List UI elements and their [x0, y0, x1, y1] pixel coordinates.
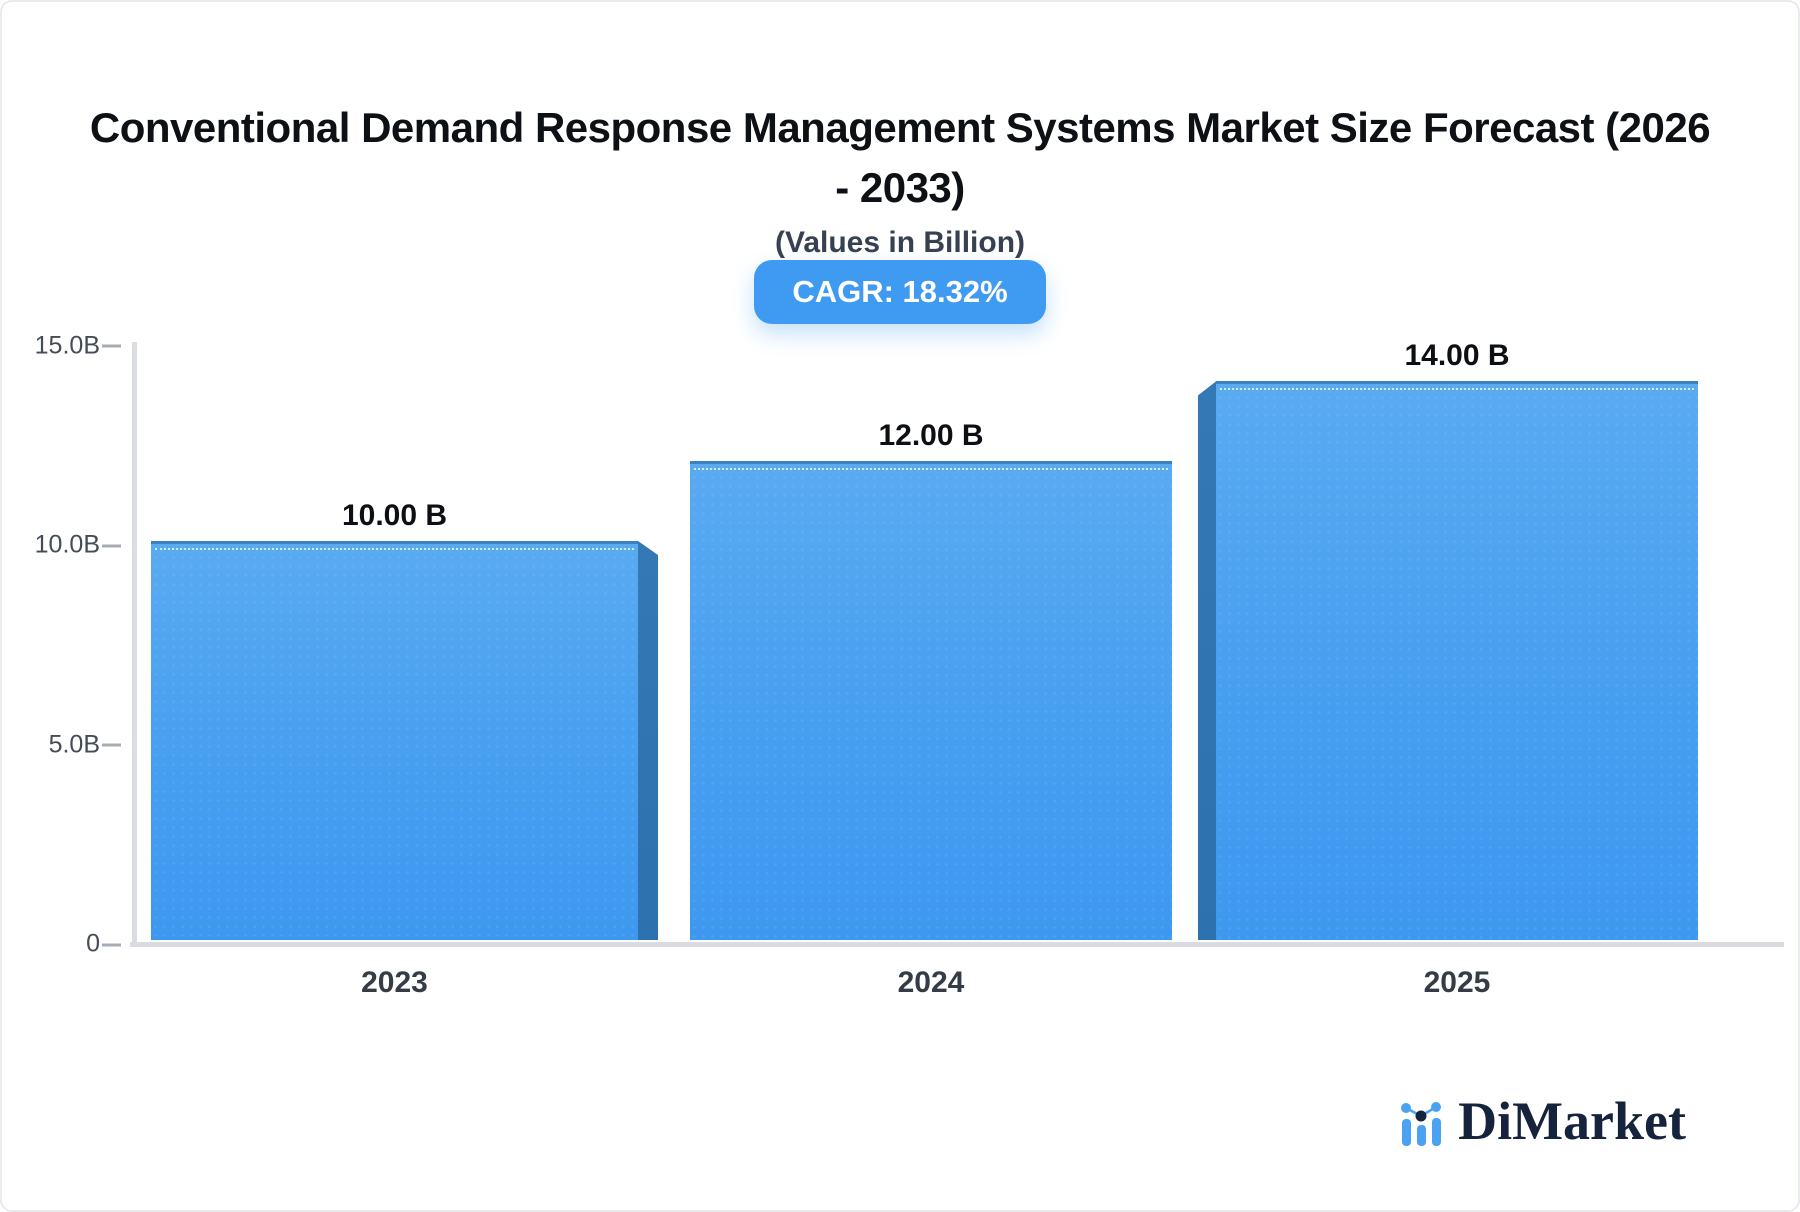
- y-tick-mark: [102, 344, 121, 348]
- x-axis-line: [130, 942, 1784, 947]
- bar-value-label: 14.00 B: [1404, 339, 1510, 373]
- chart-subtitle: (Values in Billion): [774, 226, 1026, 259]
- y-tick-mark: [102, 544, 121, 547]
- chart-title-line1: Conventional Demand Response Management …: [89, 104, 1711, 151]
- bar-face: [1216, 381, 1698, 940]
- y-tick-label: 5.0B: [48, 730, 100, 758]
- bar-2024[interactable]: 12.00 B 2024: [690, 419, 1172, 999]
- y-axis-line: [132, 342, 137, 946]
- y-tick-10: 10.0B: [2, 530, 121, 560]
- bar-3d-side: [638, 541, 658, 940]
- bar-3d-side: [1198, 381, 1216, 940]
- y-tick-mark: [102, 743, 121, 747]
- bar-value-label: 10.00 B: [341, 499, 448, 532]
- dimarket-logo-text: DiMarket: [1458, 1091, 1686, 1151]
- bar-2025[interactable]: 14.00 B 2025: [1198, 339, 1698, 999]
- cagr-badge: CAGR: 18.32%: [754, 260, 1046, 324]
- y-tick-15: 15.0B: [2, 331, 121, 360]
- chart-title-line2: - 2033): [835, 164, 965, 211]
- bar-face: [690, 461, 1172, 940]
- y-tick-mark: [102, 943, 121, 946]
- x-tick-label-2023: 2023: [361, 966, 428, 999]
- y-tick-0: 0: [2, 929, 121, 959]
- x-tick-label-2025: 2025: [1423, 966, 1491, 999]
- bar-value-label: 12.00 B: [878, 419, 984, 453]
- dimarket-logo: DiMarket: [1397, 1091, 1686, 1151]
- dimarket-logo-icon: [1401, 1102, 1442, 1146]
- cagr-badge-row: CAGR: 18.32%: [2, 260, 1798, 324]
- bar-face: [151, 541, 638, 940]
- bar-2023[interactable]: 10.00 B 2023: [151, 499, 658, 999]
- y-tick-label: 0: [86, 929, 100, 958]
- y-tick-label: 15.0B: [34, 331, 100, 359]
- y-tick-label: 10.0B: [34, 530, 100, 559]
- x-tick-label-2024: 2024: [897, 966, 965, 999]
- chart-title: Conventional Demand Response Management …: [50, 98, 1750, 218]
- y-tick-5: 5.0B: [2, 730, 121, 759]
